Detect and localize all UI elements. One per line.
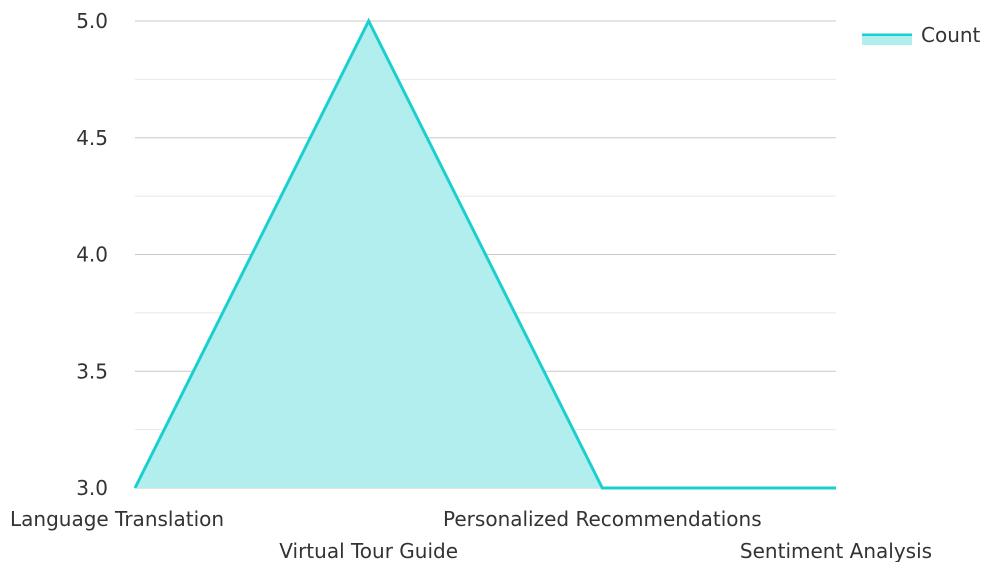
legend-label: Count xyxy=(921,23,981,47)
series-line-count xyxy=(133,17,836,490)
plot-area xyxy=(133,17,836,490)
legend-swatch-fill xyxy=(862,36,912,45)
y-axis-ticks: 3.0 3.5 4.0 4.5 5.0 xyxy=(76,9,108,500)
x-tick-label: Personalized Recommendations xyxy=(443,507,762,531)
x-tick-label: Language Translation xyxy=(10,507,224,531)
x-tick-label: Sentiment Analysis xyxy=(740,539,932,562)
x-axis-ticks: Language Translation Virtual Tour Guide Pe… xyxy=(10,507,932,563)
y-tick-label: 5.0 xyxy=(76,9,108,33)
legend[interactable]: Count xyxy=(862,23,981,47)
y-tick-label: 3.0 xyxy=(76,476,108,500)
y-tick-label: 4.0 xyxy=(76,243,108,267)
y-tick-label: 3.5 xyxy=(76,359,108,383)
y-tick-label: 4.5 xyxy=(76,126,108,150)
x-tick-label: Virtual Tour Guide xyxy=(279,539,458,562)
